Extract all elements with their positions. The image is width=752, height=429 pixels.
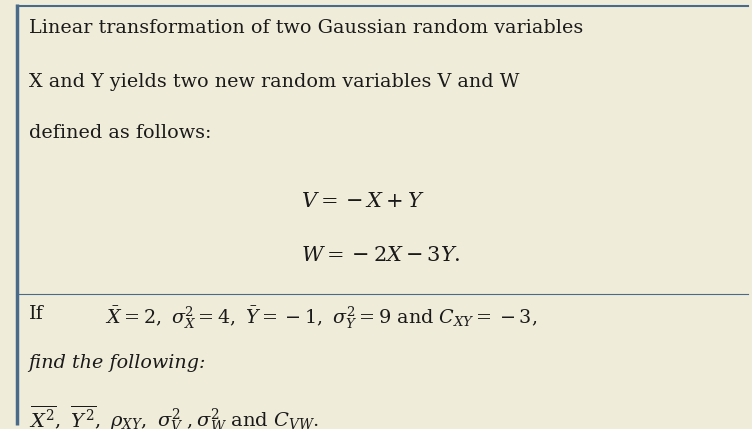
Text: defined as follows:: defined as follows: — [29, 124, 211, 142]
Text: $\bar{X} = 2,\ \sigma_X^2 = 4,\ \bar{Y} = -1,\ \sigma_Y^2 = 9\ \mathrm{and}\ C_{: $\bar{X} = 2,\ \sigma_X^2 = 4,\ \bar{Y} … — [105, 305, 538, 331]
Text: find the following:: find the following: — [29, 354, 206, 372]
Text: $W = -2X - 3Y.$: $W = -2X - 3Y.$ — [301, 245, 460, 265]
Text: Linear transformation of two Gaussian random variables: Linear transformation of two Gaussian ra… — [29, 19, 583, 37]
Text: If: If — [29, 305, 44, 323]
Text: $\overline{X^2},\ \overline{Y^2},\ \rho_{XY},\ \sigma_V^2\ ,\sigma_W^2\ \mathrm{: $\overline{X^2},\ \overline{Y^2},\ \rho_… — [29, 403, 319, 429]
Text: $V = -X + Y$: $V = -X + Y$ — [301, 191, 424, 211]
Text: X and Y yields two new random variables V and W: X and Y yields two new random variables … — [29, 73, 519, 91]
